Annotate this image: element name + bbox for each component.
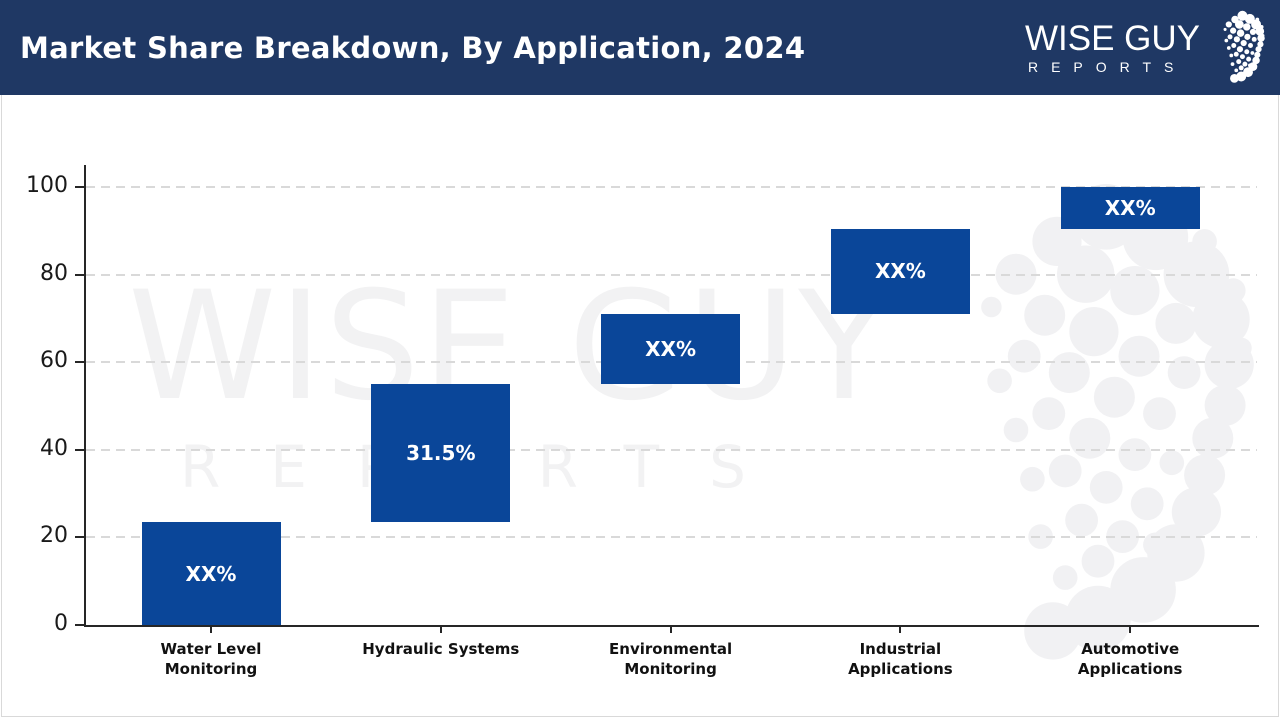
y-tick-mark <box>75 361 84 364</box>
y-gridline <box>86 186 1257 188</box>
bar-value-label: XX% <box>874 259 926 284</box>
y-tick-mark <box>75 273 84 276</box>
x-category-label-line: Applications <box>848 660 953 678</box>
y-gridline <box>86 273 1257 276</box>
y-tick-mark <box>75 536 84 539</box>
x-category-label: Industrial Applications <box>780 639 1020 679</box>
x-category-label-line: Hydraulic Systems <box>362 640 520 658</box>
x-tick-mark <box>899 627 902 633</box>
y-tick-mark <box>75 624 84 626</box>
x-category-label-line: Environmental <box>609 640 733 658</box>
bar <box>830 228 970 315</box>
y-tick-label: 60 <box>40 348 68 374</box>
logo-wordmark: WISE GUY <box>1024 18 1200 58</box>
x-category-label: Hydraulic Systems <box>321 639 561 659</box>
y-tick-label: 100 <box>26 173 68 198</box>
y-axis-line <box>84 165 86 627</box>
y-tick-label: 40 <box>40 435 68 461</box>
y-tick-mark <box>75 186 84 188</box>
bar-value-label: XX% <box>1104 195 1156 220</box>
bar-value-label: 31.5% <box>406 441 476 466</box>
x-category-label-line: Monitoring <box>624 660 717 678</box>
y-gridline <box>86 536 1257 539</box>
bar-value-label: XX% <box>645 337 697 362</box>
bar-value-label: XX% <box>185 561 237 586</box>
logo-subtext: REPORTS <box>1027 58 1187 75</box>
x-category-label: Automotive Applications <box>1010 639 1250 679</box>
x-axis-line <box>84 625 1259 627</box>
x-tick-mark <box>210 627 212 633</box>
bar <box>371 384 511 523</box>
x-tick-mark <box>439 627 442 633</box>
header-bar: Market Share Breakdown, By Application, … <box>0 0 1280 95</box>
y-tick-label: 0 <box>54 611 68 636</box>
x-category-label-line: Monitoring <box>164 660 258 678</box>
chart-title: Market Share Breakdown, By Application, … <box>20 30 806 65</box>
x-category-label: Environmental Monitoring <box>551 639 791 679</box>
bar <box>601 314 741 385</box>
y-tick-label: 80 <box>40 260 68 286</box>
y-gridline <box>86 448 1257 451</box>
x-category-label-line: Automotive <box>1081 640 1180 658</box>
x-tick-mark <box>1129 627 1132 633</box>
wise-guy-head-icon <box>1204 8 1266 88</box>
x-category-label: Water Level Monitoring <box>91 639 331 679</box>
brand-logo: WISE GUY REPORTS <box>1025 0 1266 95</box>
bar <box>141 522 281 625</box>
brand-logo-text: WISE GUY REPORTS <box>1025 21 1200 75</box>
y-tick-mark <box>75 448 84 451</box>
x-category-label-line: Water Level <box>160 640 262 658</box>
x-category-label-line: Applications <box>1077 660 1183 678</box>
x-category-label-line: Industrial <box>859 640 942 658</box>
y-tick-label: 20 <box>40 523 68 549</box>
x-tick-mark <box>669 627 672 633</box>
bar <box>1060 187 1200 229</box>
